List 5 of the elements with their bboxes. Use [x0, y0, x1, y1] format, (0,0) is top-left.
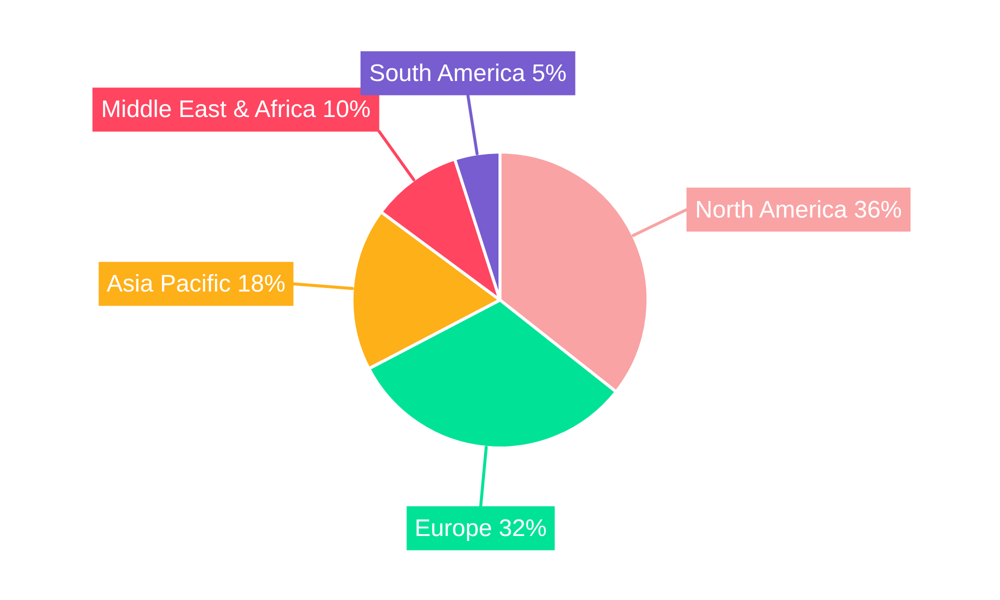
slice-label: Europe 32%: [414, 514, 547, 542]
slice-label: South America 5%: [369, 60, 567, 87]
slice-label: North America 36%: [695, 196, 902, 224]
slice-label: Middle East & Africa 10%: [101, 96, 371, 124]
slice-label: Asia Pacific 18%: [106, 270, 286, 298]
